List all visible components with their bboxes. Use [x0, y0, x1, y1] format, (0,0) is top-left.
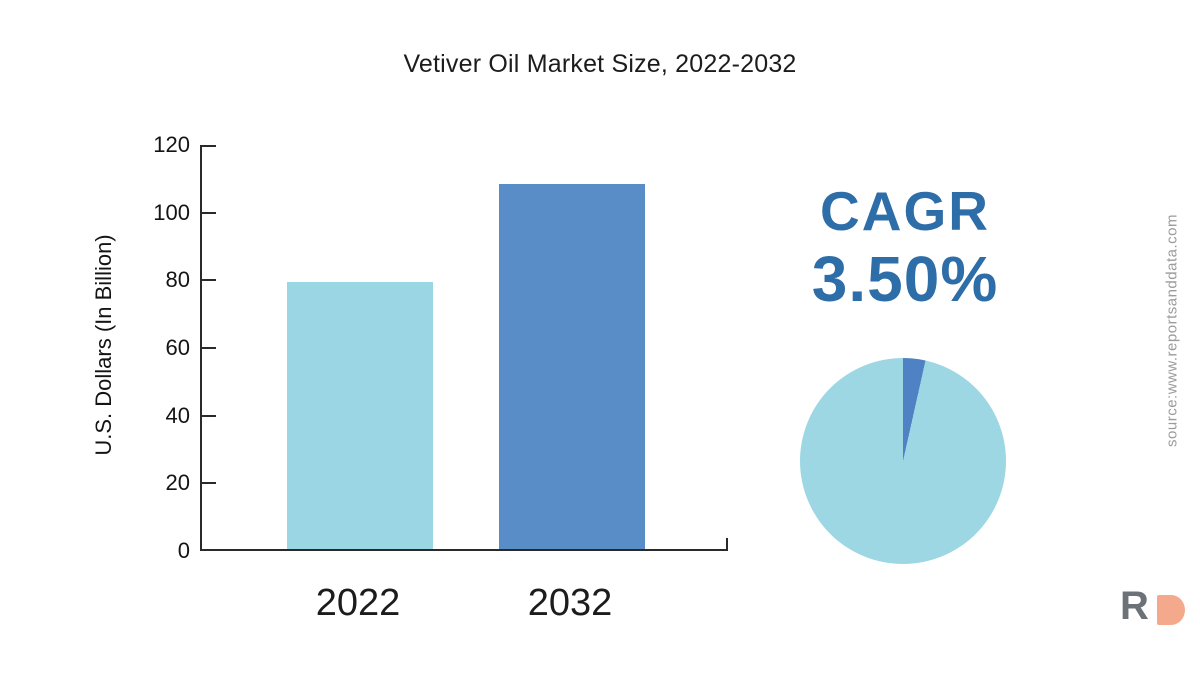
bar-2032 [499, 184, 645, 549]
y-tick-label: 40 [165, 403, 190, 428]
y-tick-label: 120 [153, 132, 190, 157]
y-tick-label: 20 [165, 470, 190, 495]
x-axis-end-tick [726, 538, 728, 549]
cagr-label: CAGR [820, 180, 990, 242]
x-tick-label-2032: 2032 [527, 582, 613, 624]
chart-title: Vetiver Oil Market Size, 2022-2032 [403, 50, 797, 78]
reports-and-data-logo: R [1120, 586, 1190, 628]
y-tick-label: 60 [165, 335, 190, 360]
logo-letter-r: R [1120, 584, 1149, 628]
y-axis-label: U.S. Dollars (In Billion) [91, 234, 116, 456]
y-tick-mark [202, 482, 216, 484]
logo-d-shape-icon [1157, 595, 1185, 625]
y-tick-mark [202, 212, 216, 214]
cagr-pie-chart [800, 358, 1006, 564]
y-tick-mark [202, 145, 216, 147]
cagr-value: 3.50% [811, 243, 999, 315]
x-tick-label-2022: 2022 [315, 582, 401, 624]
cagr-callout: CAGR 3.50% [770, 180, 1040, 316]
y-tick-mark [202, 279, 216, 281]
x-axis-tick-labels: 2022 2032 [200, 582, 728, 632]
y-tick-mark [202, 415, 216, 417]
y-axis-tick-labels: 0 20 40 60 80 100 120 [120, 132, 190, 563]
y-tick-mark [202, 347, 216, 349]
source-watermark: source:www.reportsanddata.com [1163, 214, 1181, 447]
bar-2022 [287, 282, 433, 549]
y-tick-label: 0 [177, 538, 190, 563]
y-tick-label: 100 [153, 200, 190, 225]
y-tick-label: 80 [165, 267, 190, 292]
bar-plot [200, 145, 728, 551]
